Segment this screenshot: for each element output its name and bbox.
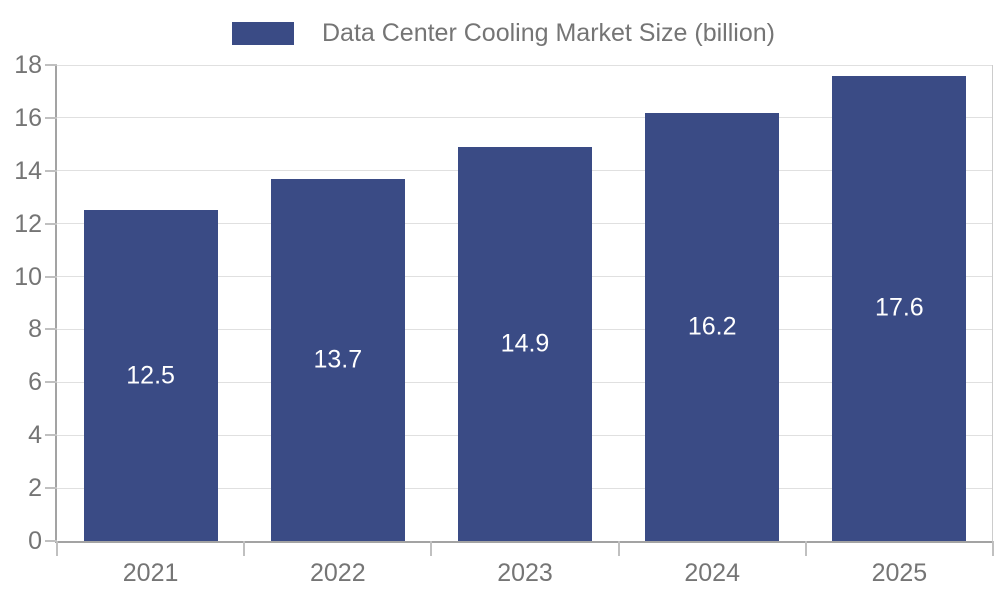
y-axis-label: 4 <box>28 421 42 450</box>
gridline <box>57 64 993 66</box>
y-axis-tick <box>45 275 57 278</box>
x-axis-tick <box>430 541 433 556</box>
x-axis-label: 2021 <box>122 559 179 587</box>
legend-label: Data Center Cooling Market Size (billion… <box>322 19 775 47</box>
y-axis-tick <box>45 328 57 331</box>
y-axis-tick <box>45 64 57 66</box>
y-axis-tick <box>45 540 57 542</box>
legend: Data Center Cooling Market Size (billion… <box>232 19 775 47</box>
bar-value-label: 12.5 <box>126 361 175 390</box>
bar-2023: 14.9 <box>458 146 592 541</box>
y-axis-label: 16 <box>14 103 42 132</box>
bar-2021: 12.5 <box>83 210 218 541</box>
legend-swatch <box>232 22 294 45</box>
bar-2022: 13.7 <box>270 178 405 541</box>
gridline <box>57 117 993 119</box>
y-axis-tick <box>45 487 57 490</box>
x-axis-tick <box>804 541 807 556</box>
y-axis-label: 0 <box>28 527 42 555</box>
x-axis-tick <box>617 541 620 556</box>
x-axis-label: 2025 <box>871 559 928 587</box>
bar-2024: 16.2 <box>645 112 780 541</box>
y-axis-label: 6 <box>28 368 42 397</box>
bar-value-label: 17.6 <box>875 293 924 322</box>
y-axis-tick <box>45 116 57 119</box>
x-axis-label: 2024 <box>684 559 740 587</box>
plot-area: 12.5 13.7 14.9 16.2 17.6 <box>55 64 993 543</box>
y-axis-label: 8 <box>28 315 42 344</box>
y-axis-tick <box>45 222 57 225</box>
bar-value-label: 13.7 <box>313 345 363 374</box>
y-axis-spine <box>55 65 57 541</box>
y-axis-label: 14 <box>14 156 42 185</box>
x-axis-label: 2022 <box>309 559 366 587</box>
bar-2025: 17.6 <box>832 75 967 541</box>
x-axis-tick <box>243 541 246 556</box>
bar-value-label: 14.9 <box>500 329 550 358</box>
right-spine <box>992 65 993 541</box>
x-axis-tick <box>56 541 58 556</box>
y-axis-label: 2 <box>28 474 42 503</box>
bar-value-label: 16.2 <box>687 312 737 341</box>
x-axis-spine <box>55 541 993 543</box>
x-axis-label: 2023 <box>497 559 553 587</box>
y-axis-label: 12 <box>14 209 42 238</box>
y-axis-label: 18 <box>14 51 42 79</box>
x-axis-tick <box>992 541 994 556</box>
y-axis-tick <box>45 169 57 172</box>
y-axis-label: 10 <box>14 262 42 291</box>
y-axis-tick <box>45 434 57 437</box>
y-axis-tick <box>45 381 57 384</box>
